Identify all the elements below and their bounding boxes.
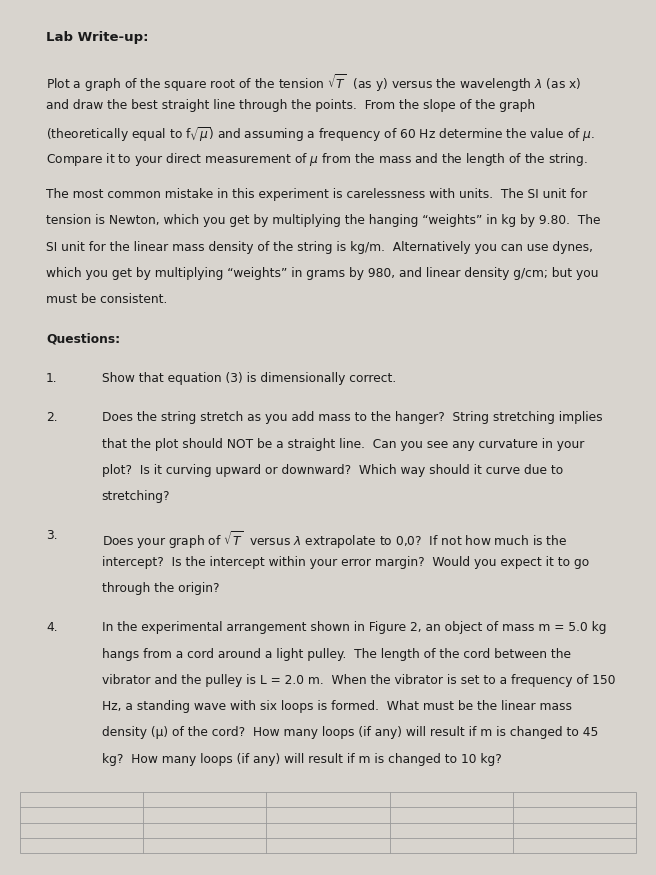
Text: must be consistent.: must be consistent. (46, 293, 167, 306)
Text: 3.: 3. (46, 529, 58, 542)
Text: Questions:: Questions: (46, 332, 120, 346)
Text: In the experimental arrangement shown in Figure 2, an object of mass m = 5.0 kg: In the experimental arrangement shown in… (102, 621, 606, 634)
Text: Does the string stretch as you add mass to the hanger?  String stretching implie: Does the string stretch as you add mass … (102, 411, 602, 424)
Text: stretching?: stretching? (102, 490, 170, 503)
Text: Compare it to your direct measurement of $\mu$ from the mass and the length of t: Compare it to your direct measurement of… (46, 151, 588, 168)
Text: SI unit for the linear mass density of the string is kg/m.  Alternatively you ca: SI unit for the linear mass density of t… (46, 241, 593, 254)
Text: 4.: 4. (46, 621, 58, 634)
Text: hangs from a cord around a light pulley.  The length of the cord between the: hangs from a cord around a light pulley.… (102, 648, 571, 661)
Text: through the origin?: through the origin? (102, 582, 219, 595)
Text: intercept?  Is the intercept within your error margin?  Would you expect it to g: intercept? Is the intercept within your … (102, 556, 589, 569)
Text: vibrator and the pulley is L = 2.0 m.  When the vibrator is set to a frequency o: vibrator and the pulley is L = 2.0 m. Wh… (102, 674, 615, 687)
Text: 1.: 1. (46, 372, 58, 385)
Bar (20, 792, 636, 853)
Text: 2.: 2. (46, 411, 58, 424)
Text: kg?  How many loops (if any) will result if m is changed to 10 kg?: kg? How many loops (if any) will result … (102, 752, 501, 766)
Text: and draw the best straight line through the points.  From the slope of the graph: and draw the best straight line through … (46, 99, 535, 112)
Text: density (μ) of the cord?  How many loops (if any) will result if m is changed to: density (μ) of the cord? How many loops … (102, 726, 598, 739)
Text: tension is Newton, which you get by multiplying the hanging “weights” in kg by 9: tension is Newton, which you get by mult… (46, 214, 600, 228)
Text: (theoretically equal to f$\sqrt{\mu}$) and assuming a frequency of 60 Hz determi: (theoretically equal to f$\sqrt{\mu}$) a… (46, 125, 595, 144)
Text: Hz, a standing wave with six loops is formed.  What must be the linear mass: Hz, a standing wave with six loops is fo… (102, 700, 571, 713)
Text: plot?  Is it curving upward or downward?  Which way should it curve due to: plot? Is it curving upward or downward? … (102, 464, 563, 477)
Text: The most common mistake in this experiment is carelessness with units.  The SI u: The most common mistake in this experime… (46, 188, 587, 201)
Text: that the plot should NOT be a straight line.  Can you see any curvature in your: that the plot should NOT be a straight l… (102, 438, 584, 451)
Text: Does your graph of $\sqrt{T}$  versus $\lambda$ extrapolate to 0,0?  If not how : Does your graph of $\sqrt{T}$ versus $\l… (102, 529, 567, 551)
Text: which you get by multiplying “weights” in grams by 980, and linear density g/cm;: which you get by multiplying “weights” i… (46, 267, 598, 280)
Text: Lab Write-up:: Lab Write-up: (46, 31, 148, 44)
Text: Show that equation (3) is dimensionally correct.: Show that equation (3) is dimensionally … (102, 372, 396, 385)
Text: Plot a graph of the square root of the tension $\sqrt{T}$  (as y) versus the wav: Plot a graph of the square root of the t… (46, 73, 581, 94)
